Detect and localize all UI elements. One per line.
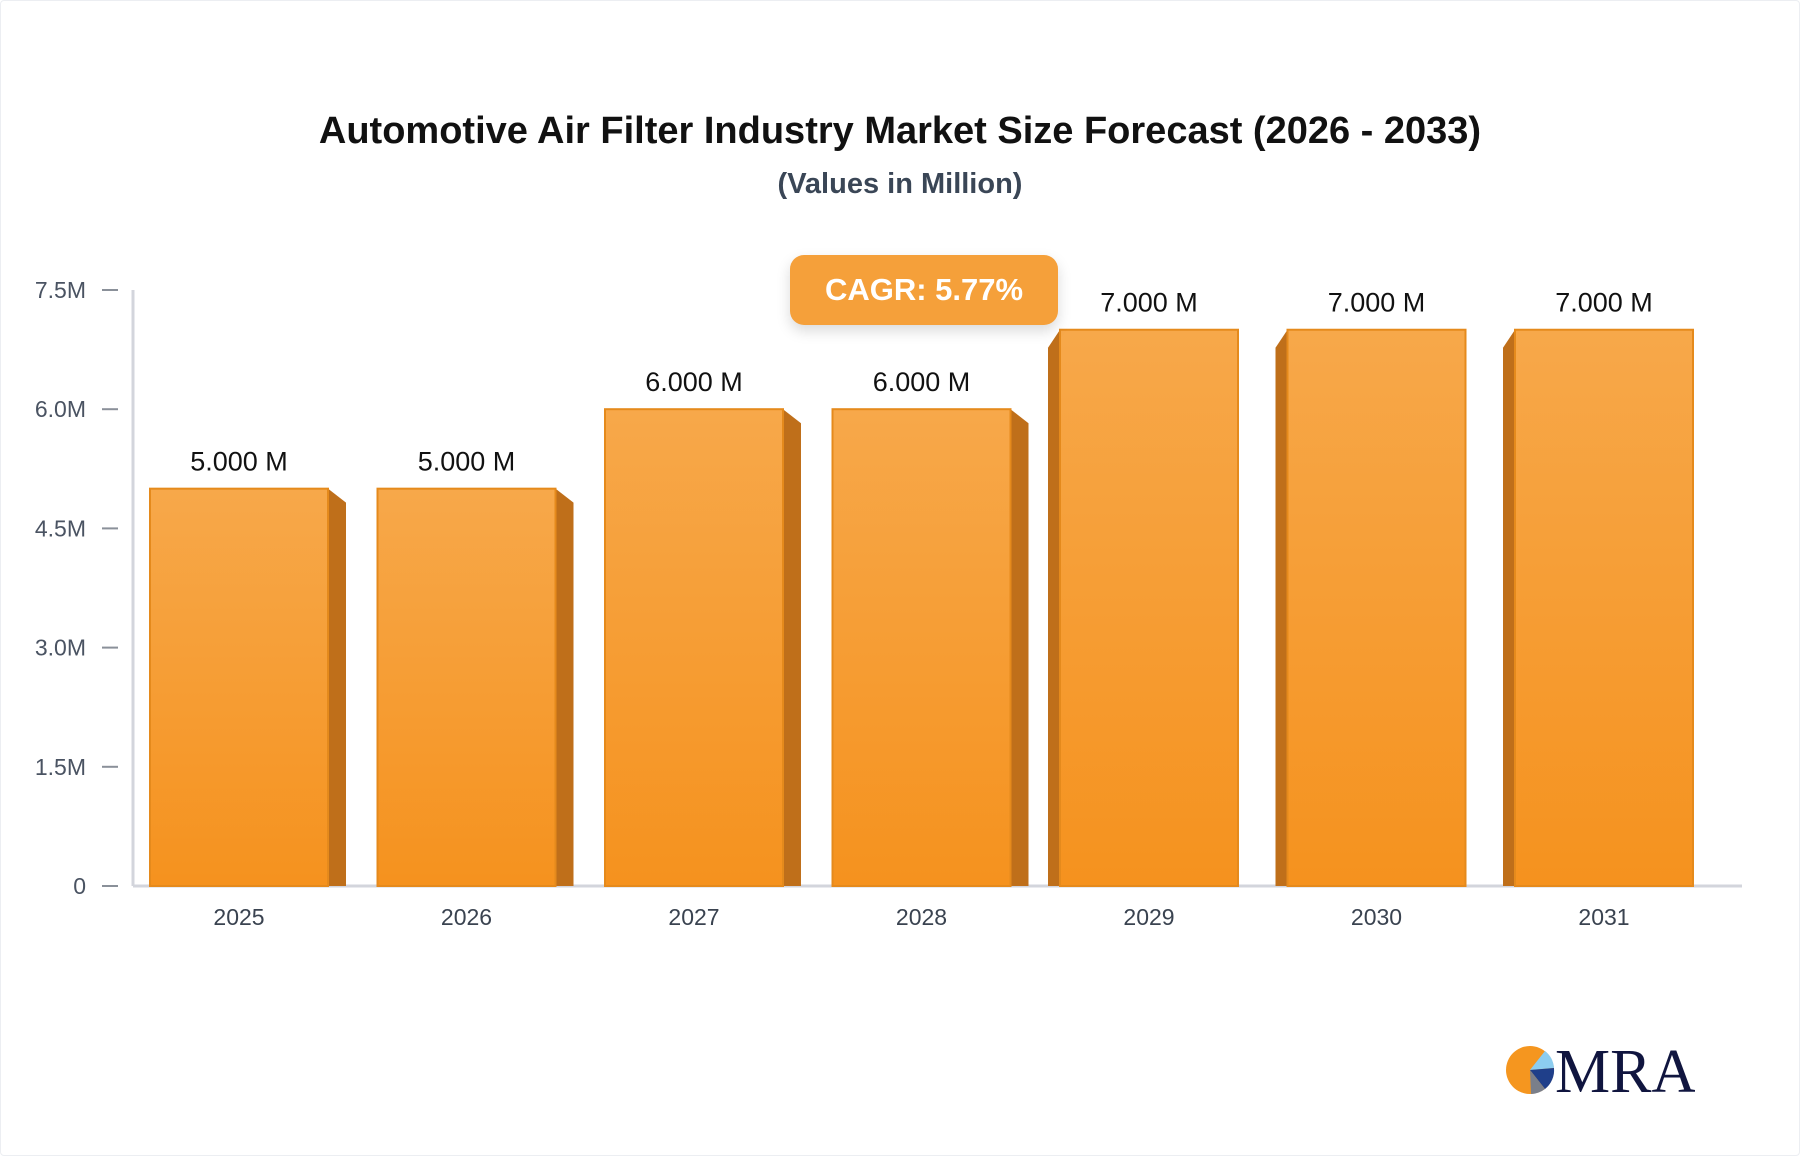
y-tick-label: 4.5M <box>35 515 86 541</box>
bar-2025: 5.000 M 2025 <box>149 447 346 930</box>
bar-side <box>328 488 346 886</box>
chart-title: Automotive Air Filter Industry Market Si… <box>318 110 1482 152</box>
bar-2027: 6.000 M 2027 <box>604 367 801 930</box>
x-tick-label: 2030 <box>1351 904 1402 930</box>
mra-logo: MRA <box>1505 1040 1695 1100</box>
cagr-badge: CAGR: 5.77% <box>790 255 1058 325</box>
x-tick-label: 2027 <box>668 904 719 930</box>
bar-side <box>1048 329 1060 886</box>
x-tick-label: 2029 <box>1123 904 1174 930</box>
bar-side <box>1010 409 1029 886</box>
y-tick-label: 6.0M <box>35 396 86 422</box>
bar-2031: 7.000 M 2031 <box>1503 288 1694 930</box>
y-tick-label: 1.5M <box>35 754 86 780</box>
logo-text: MRA <box>1555 1040 1695 1100</box>
bar-2028: 6.000 M 2028 <box>831 367 1029 930</box>
x-tick-label: 2025 <box>213 904 264 930</box>
x-tick-label: 2026 <box>441 904 492 930</box>
y-tick-label: 3.0M <box>35 635 86 661</box>
bar <box>1514 328 1694 887</box>
data-label: 5.000 M <box>418 447 516 477</box>
data-label: 7.000 M <box>1328 288 1426 318</box>
bar <box>376 487 557 887</box>
bar <box>1286 328 1467 887</box>
bar-2030: 7.000 M 2030 <box>1275 288 1467 930</box>
x-tick-label: 2031 <box>1578 904 1629 930</box>
bar <box>604 408 784 887</box>
y-tick-label: 0 <box>73 873 86 899</box>
bar-side <box>1503 329 1515 886</box>
data-label: 5.000 M <box>190 447 288 477</box>
bar-side <box>1275 329 1288 886</box>
bar <box>831 408 1012 887</box>
data-label: 6.000 M <box>645 367 743 397</box>
chart-subtitle: (Values in Million) <box>777 168 1023 200</box>
bar-2029: 7.000 M 2029 <box>1048 288 1239 930</box>
x-tick-label: 2028 <box>896 904 947 930</box>
bar-2026: 5.000 M 2026 <box>376 447 574 930</box>
bar <box>1059 328 1239 887</box>
data-label: 7.000 M <box>1100 288 1198 318</box>
bar-side <box>555 488 574 886</box>
bar-side <box>783 409 801 886</box>
bar <box>149 487 329 887</box>
data-label: 7.000 M <box>1555 288 1653 318</box>
y-tick-label: 7.5M <box>35 277 86 303</box>
data-label: 6.000 M <box>873 367 971 397</box>
